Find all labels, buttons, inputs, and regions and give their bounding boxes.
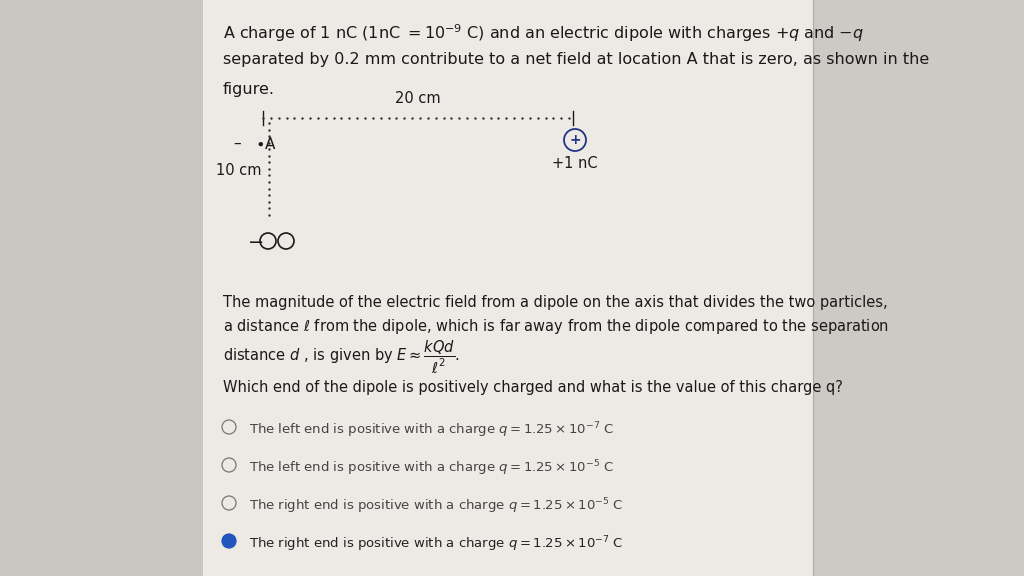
Text: separated by 0.2 mm contribute to a net field at location A that is zero, as sho: separated by 0.2 mm contribute to a net … — [223, 52, 929, 67]
Text: 10 cm: 10 cm — [215, 163, 261, 178]
Text: The left end is positive with a charge $q = 1.25 \times 10^{-5}$ C: The left end is positive with a charge $… — [249, 458, 614, 478]
Text: figure.: figure. — [223, 82, 275, 97]
Text: The right end is positive with a charge $q = 1.25 \times 10^{-5}$ C: The right end is positive with a charge … — [249, 496, 624, 516]
Text: The magnitude of the electric field from a dipole on the axis that divides the t: The magnitude of the electric field from… — [223, 295, 888, 310]
Text: distance $d$ , is given by $E \approx \dfrac{kQd}{\ell^2}$.: distance $d$ , is given by $E \approx \d… — [223, 339, 460, 376]
Text: 20 cm: 20 cm — [395, 91, 440, 106]
Text: The right end is positive with a charge $q = 1.25 \times 10^{-7}$ C: The right end is positive with a charge … — [249, 534, 624, 554]
Text: Which end of the dipole is positively charged and what is the value of this char: Which end of the dipole is positively ch… — [223, 380, 843, 395]
Bar — [203, 0, 813, 576]
Text: +1 nC: +1 nC — [552, 156, 598, 171]
Text: The left end is positive with a charge $q = 1.25 \times 10^{-7}$ C: The left end is positive with a charge $… — [249, 420, 614, 439]
Bar — [813, 0, 1024, 576]
Text: a distance $\ell$ from the dipole, which is far away from the dipole compared to: a distance $\ell$ from the dipole, which… — [223, 317, 889, 336]
Text: +: + — [569, 133, 581, 147]
Circle shape — [222, 534, 236, 548]
Text: A charge of 1 nC (1nC $= 10^{-9}$ C) and an electric dipole with charges $+q$ an: A charge of 1 nC (1nC $= 10^{-9}$ C) and… — [223, 22, 864, 44]
Text: −: − — [248, 233, 264, 252]
Text: –: – — [233, 136, 241, 151]
Text: $\bullet$A: $\bullet$A — [255, 136, 276, 152]
